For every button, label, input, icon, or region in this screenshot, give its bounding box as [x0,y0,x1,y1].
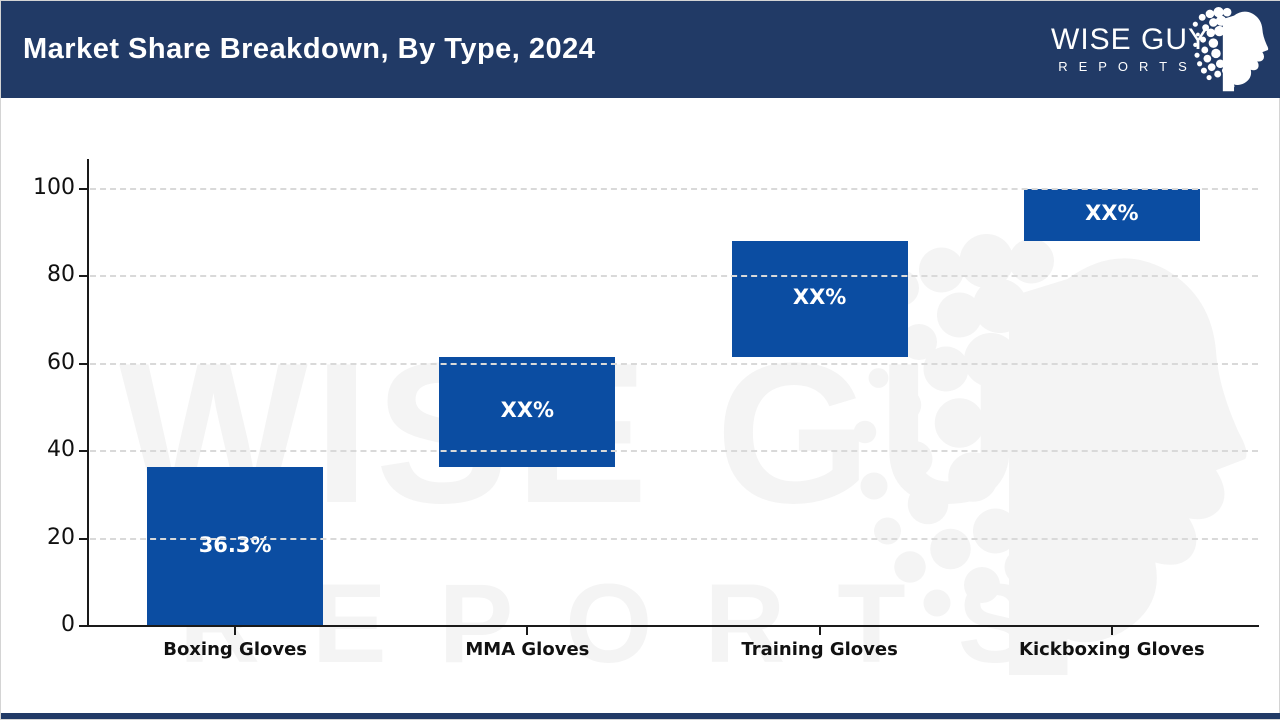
y-tick-label: 0 [61,612,75,637]
y-tick-mark [79,625,87,627]
x-axis-line [87,625,1259,627]
bar-mma-gloves: XX% [439,356,616,468]
bar-value-label: XX% [1085,200,1139,225]
x-tick-mark [1110,627,1113,635]
y-axis-line [87,159,89,626]
y-tick-mark [79,187,87,190]
bar-kickboxing-gloves: XX% [1023,188,1200,241]
bar-value-label: 36.3% [198,532,272,557]
x-category-label: MMA Gloves [465,639,590,660]
footer-bar [1,713,1280,719]
y-tick-label: 40 [47,437,75,462]
x-tick-mark [526,627,529,635]
logo-text: WISE GUY REPORTS [1051,23,1210,74]
y-tick-mark [79,362,87,365]
dotted-head-icon [1192,7,1269,92]
y-tick-label: 80 [47,262,75,287]
logo-subtext: REPORTS [1058,59,1198,74]
x-category-label: Kickboxing Gloves [1019,639,1205,660]
bar-training-gloves: XX% [731,241,908,357]
y-tick-label: 100 [33,174,75,200]
gridline-60 [90,362,1258,365]
gridline-80 [90,275,1258,277]
x-category-label: Boxing Gloves [163,639,308,660]
logo-wordmark: WISE GUY [1051,23,1210,56]
page-title: Market Share Breakdown, By Type, 2024 [23,33,596,65]
waterfall-chart: 36.3% Boxing Gloves XX% MMA Gloves XX% Traini… [1,98,1280,715]
wiseguy-logo: WISE GUY REPORTS [1021,5,1271,95]
gridline-100 [90,187,1258,190]
gridline-40 [90,450,1258,452]
bar-value-label: XX% [792,284,847,309]
x-tick-mark [818,627,821,635]
y-tick-label: 60 [47,349,75,375]
y-tick-mark [79,275,87,277]
y-tick-label: 20 [47,524,75,550]
bar-value-label: XX% [500,398,555,423]
x-category-label: Training Gloves [741,639,898,660]
bar-boxing-gloves: 36.3% [147,467,324,626]
x-tick-mark [234,627,237,635]
header-banner: Market Share Breakdown, By Type, 2024 WI… [1,1,1280,98]
gridline-20 [90,537,1258,540]
y-tick-mark [79,450,87,452]
y-tick-mark [79,537,87,540]
